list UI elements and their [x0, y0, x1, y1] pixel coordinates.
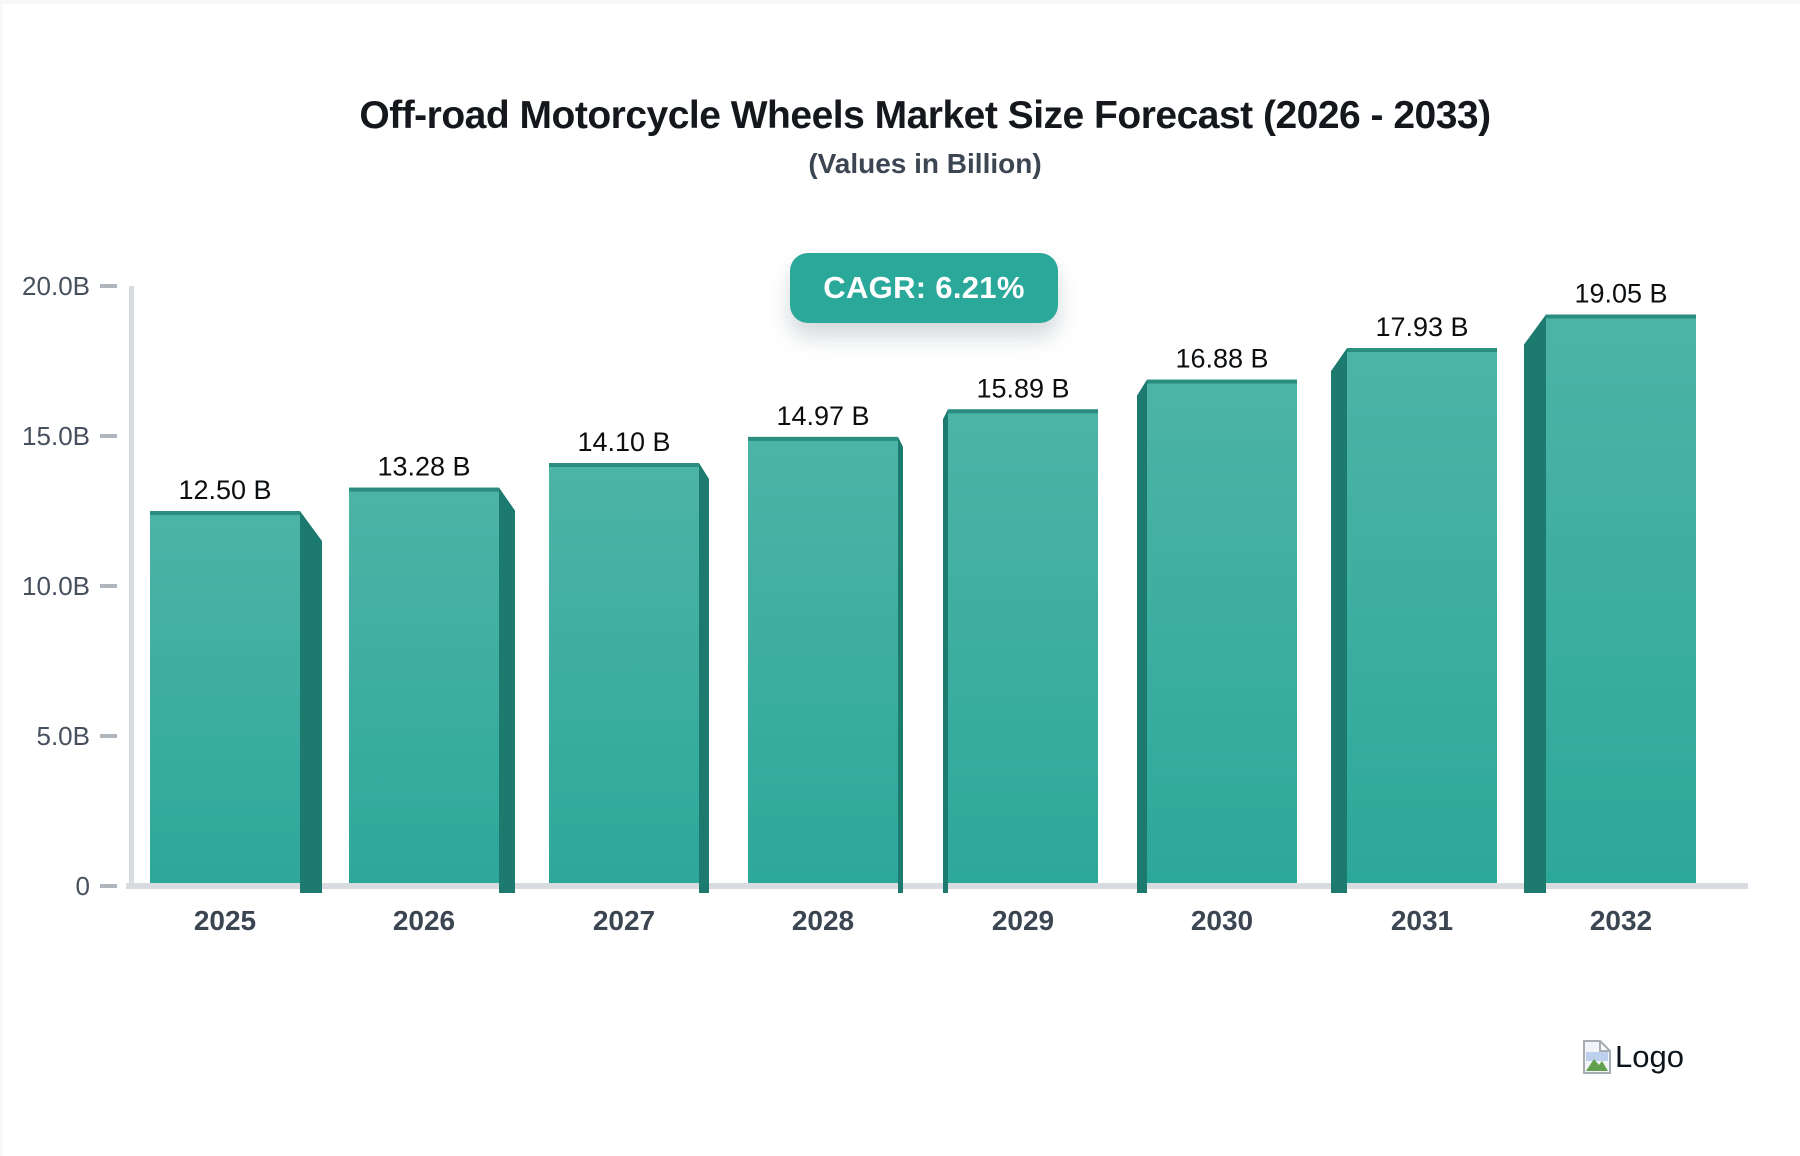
x-axis-label: 2027 [593, 905, 655, 936]
bar-top-edge [748, 436, 898, 441]
y-axis-line [129, 286, 134, 889]
y-tick-mark [100, 284, 117, 288]
y-tick-label: 5.0B [37, 721, 91, 751]
bar-value-label: 14.97 B [776, 401, 869, 431]
bar-top-edge [1546, 314, 1696, 319]
page-top-border [0, 0, 1800, 4]
bar[interactable] [948, 409, 1098, 886]
bar-value-label: 12.50 B [178, 475, 271, 505]
broken-image-icon [1583, 1040, 1611, 1074]
x-axis-label: 2032 [1590, 905, 1652, 936]
logo-text: Logo [1615, 1039, 1684, 1074]
bar-top-edge [948, 409, 1098, 414]
y-tick-mark [100, 884, 117, 888]
bar-top-edge [549, 463, 699, 467]
bar-side [1331, 348, 1347, 894]
y-tick-label: 20.0B [22, 271, 90, 301]
bar-side [699, 463, 709, 893]
bar-value-label: 17.93 B [1375, 312, 1468, 342]
bar-side [943, 409, 948, 893]
x-axis-label: 2030 [1191, 905, 1253, 936]
cagr-badge: CAGR: 6.21% [790, 253, 1058, 323]
bar[interactable] [349, 487, 499, 886]
logo: Logo [1582, 1038, 1684, 1076]
y-tick-mark [100, 434, 117, 438]
y-tick-mark [100, 584, 117, 588]
x-axis-label: 2026 [393, 905, 455, 936]
bar-value-label: 15.89 B [976, 373, 1069, 403]
x-axis-label: 2028 [792, 905, 854, 936]
bar-top-edge [1147, 379, 1297, 384]
bar-side [898, 436, 903, 893]
x-axis-label: 2029 [992, 905, 1054, 936]
bar-value-label: 14.10 B [577, 427, 670, 457]
bar-side [300, 511, 322, 893]
bar-top-edge [349, 487, 499, 492]
x-axis-label: 2031 [1391, 905, 1453, 936]
cagr-badge-label: CAGR: 6.21% [823, 270, 1025, 305]
bar[interactable] [748, 436, 898, 886]
chart-title: Off-road Motorcycle Wheels Market Size F… [359, 94, 1491, 137]
bar-top-edge [1347, 348, 1497, 353]
y-tick-label: 10.0B [22, 571, 90, 601]
x-axis-line [126, 883, 1748, 889]
chart-subtitle: (Values in Billion) [808, 148, 1042, 179]
bar[interactable] [1347, 348, 1497, 887]
y-tick-label: 15.0B [22, 421, 90, 451]
bar[interactable] [549, 463, 699, 886]
bar[interactable] [1546, 314, 1696, 887]
bar-side [1524, 314, 1546, 893]
bar-value-label: 16.88 B [1175, 344, 1268, 374]
page-left-border [0, 0, 3, 1156]
bar-side [499, 487, 515, 893]
y-tick-label: 0 [76, 871, 90, 901]
bar[interactable] [1147, 379, 1297, 886]
bar-side [1137, 379, 1147, 894]
bar[interactable] [150, 511, 300, 886]
bar-top-edge [150, 511, 300, 515]
y-tick-mark [100, 734, 117, 738]
bar-value-label: 13.28 B [377, 452, 470, 482]
x-axis-label: 2025 [194, 905, 256, 936]
bar-value-label: 19.05 B [1574, 279, 1667, 309]
